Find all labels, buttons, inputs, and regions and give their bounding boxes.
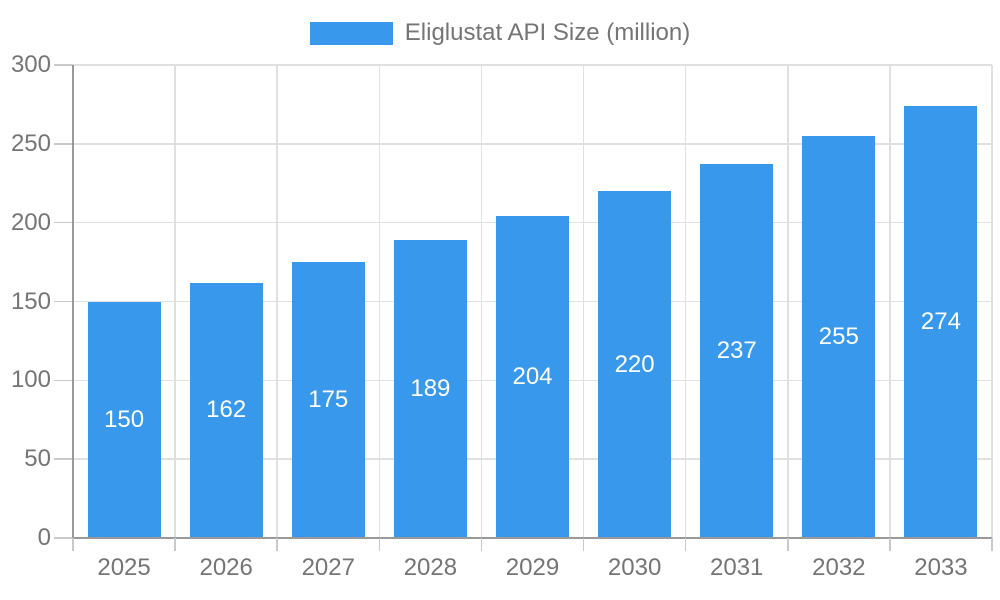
y-axis-tick bbox=[54, 221, 73, 224]
legend-swatch bbox=[309, 21, 393, 45]
x-axis-tick bbox=[787, 538, 789, 551]
x-gridline bbox=[787, 65, 789, 538]
y-axis-tick bbox=[54, 458, 73, 460]
y-axis-label: 100 bbox=[10, 366, 51, 394]
bar-value-label: 237 bbox=[716, 337, 757, 365]
bar-value-label: 189 bbox=[410, 375, 451, 402]
bar-2028[interactable]: 189 bbox=[393, 240, 467, 538]
bar-value-label: 150 bbox=[104, 405, 145, 433]
x-axis-tick bbox=[72, 538, 74, 551]
x-axis-tick bbox=[889, 538, 891, 551]
x-axis-line bbox=[73, 537, 992, 539]
x-axis-label: 2029 bbox=[505, 554, 560, 581]
bar-2031[interactable]: 237 bbox=[700, 164, 774, 538]
x-gridline bbox=[174, 65, 176, 538]
x-axis-label: 2025 bbox=[97, 554, 151, 581]
y-axis-label: 150 bbox=[10, 287, 51, 315]
bar-2032[interactable]: 255 bbox=[802, 135, 876, 538]
x-gridline bbox=[582, 65, 585, 538]
y-axis-label: 50 bbox=[24, 445, 51, 473]
x-gridline bbox=[276, 65, 278, 538]
bar-value-label: 220 bbox=[614, 350, 655, 378]
x-gridline bbox=[889, 65, 891, 538]
bar-value-label: 175 bbox=[308, 386, 349, 414]
bar-value-label: 204 bbox=[512, 363, 553, 391]
bar-2030[interactable]: 220 bbox=[598, 191, 672, 538]
y-axis-tick bbox=[54, 379, 73, 382]
y-axis-tick bbox=[54, 300, 73, 303]
y-axis-tick bbox=[54, 64, 73, 66]
bar-2025[interactable]: 150 bbox=[87, 301, 161, 538]
x-axis-tick bbox=[480, 538, 483, 551]
y-axis-line bbox=[72, 65, 74, 538]
bar-2026[interactable]: 162 bbox=[189, 282, 263, 538]
x-axis-label: 2031 bbox=[710, 554, 764, 581]
x-axis-label: 2027 bbox=[301, 554, 355, 581]
y-axis-label: 200 bbox=[10, 208, 51, 236]
y-gridline bbox=[73, 143, 992, 145]
x-axis-tick bbox=[378, 538, 381, 551]
x-axis-tick bbox=[582, 538, 585, 551]
y-axis-tick bbox=[54, 537, 73, 539]
bar-value-label: 274 bbox=[920, 308, 961, 335]
x-axis-label: 2032 bbox=[812, 554, 866, 581]
y-axis-tick bbox=[54, 143, 73, 145]
x-gridline bbox=[684, 65, 687, 538]
bar-value-label: 255 bbox=[818, 322, 859, 350]
legend[interactable]: Eliglustat API Size (million) bbox=[0, 19, 1000, 47]
bar-2027[interactable]: 175 bbox=[291, 262, 365, 538]
x-gridline bbox=[991, 65, 993, 538]
y-axis-label: 0 bbox=[37, 524, 51, 551]
plot-area: 0 50 100 150 200 250 300 150 162 175 189 204 220 237 2… bbox=[11, 52, 993, 581]
x-axis-tick bbox=[276, 538, 278, 551]
x-axis-label: 2028 bbox=[403, 554, 458, 581]
bar-2033[interactable]: 274 bbox=[904, 106, 978, 538]
legend-label: Eliglustat API Size (million) bbox=[404, 19, 691, 46]
x-gridline bbox=[480, 65, 483, 538]
y-axis-label: 250 bbox=[10, 129, 51, 157]
bar-value-label: 162 bbox=[206, 396, 247, 424]
x-axis-label: 2033 bbox=[914, 554, 968, 581]
x-axis-label: 2026 bbox=[199, 554, 253, 581]
x-gridline bbox=[378, 65, 381, 538]
x-axis-label: 2030 bbox=[607, 554, 662, 581]
bar-2029[interactable]: 204 bbox=[496, 216, 569, 538]
x-axis-tick bbox=[991, 538, 993, 551]
x-axis-tick bbox=[684, 538, 687, 551]
y-axis-label: 300 bbox=[10, 51, 51, 78]
x-axis-tick bbox=[174, 538, 176, 551]
y-gridline bbox=[73, 64, 992, 66]
